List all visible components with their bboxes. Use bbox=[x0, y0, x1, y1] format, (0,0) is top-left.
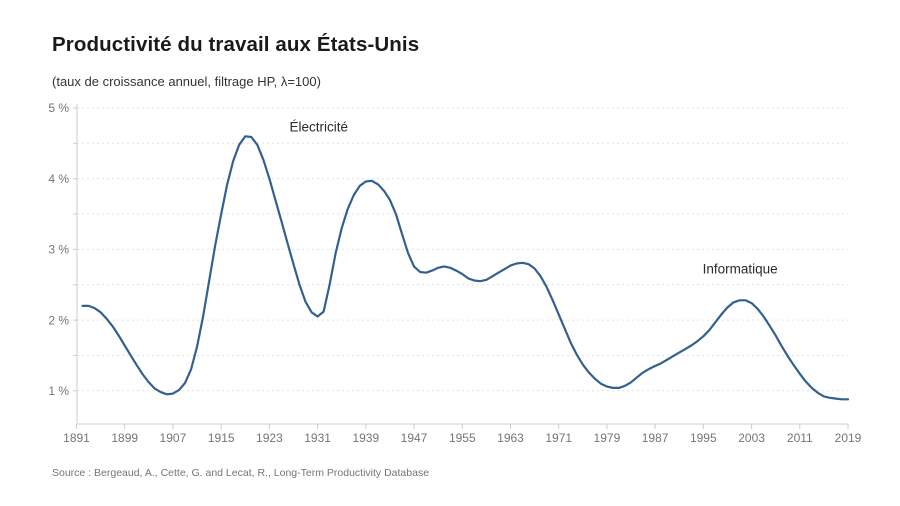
annotation-label: Électricité bbox=[290, 119, 349, 134]
y-axis-labels: 5 % 4 % 3 % 2 % 1 % bbox=[48, 101, 69, 398]
chart-title: Productivité du travail aux États-Unis bbox=[52, 33, 420, 56]
productivity-series-line bbox=[81, 135, 850, 401]
x-tick-label: 2019 bbox=[835, 431, 862, 445]
x-tick-label: 1923 bbox=[256, 431, 283, 445]
x-tick-label: 2011 bbox=[787, 431, 813, 445]
x-tick-label: 1939 bbox=[352, 431, 379, 445]
x-axis-ticks bbox=[76, 424, 849, 429]
x-tick-label: 1947 bbox=[401, 431, 428, 445]
x-axis-labels: 1891 1899 1907 1915 1923 1931 1939 1947 1955 1963… bbox=[63, 431, 862, 445]
source-note: Source : Bergeaud, A., Cette, G. and Lec… bbox=[52, 467, 430, 479]
y-tick-label: 1 % bbox=[48, 384, 69, 398]
y-tick-label: 3 % bbox=[48, 243, 69, 257]
x-tick-label: 1995 bbox=[690, 431, 717, 445]
chart-subtitle: (taux de croissance annuel, filtrage HP,… bbox=[52, 74, 321, 89]
y-axis-ticks bbox=[73, 107, 77, 392]
x-tick-label: 1955 bbox=[449, 431, 476, 445]
x-tick-label: 1899 bbox=[111, 431, 138, 445]
y-tick-label: 2 % bbox=[48, 313, 69, 327]
x-tick-label: 1971 bbox=[545, 431, 572, 445]
annotation-label: Informatique bbox=[703, 261, 778, 276]
x-tick-label: 2003 bbox=[738, 431, 765, 445]
x-tick-label: 1987 bbox=[642, 431, 669, 445]
y-tick-label: 4 % bbox=[48, 172, 69, 186]
gridlines bbox=[77, 107, 848, 392]
annotations: Électricité Informatique bbox=[290, 119, 778, 276]
x-tick-label: 1891 bbox=[63, 431, 90, 445]
x-tick-label: 1915 bbox=[208, 431, 235, 445]
x-tick-label: 1931 bbox=[304, 431, 331, 445]
y-tick-label: 5 % bbox=[48, 101, 69, 115]
x-tick-label: 1963 bbox=[497, 431, 524, 445]
x-tick-label: 1907 bbox=[160, 431, 187, 445]
x-tick-label: 1979 bbox=[594, 431, 621, 445]
